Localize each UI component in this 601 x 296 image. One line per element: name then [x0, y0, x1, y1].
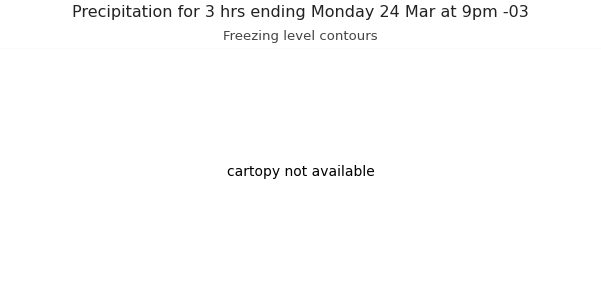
Text: Freezing level contours: Freezing level contours [223, 30, 378, 43]
Text: Precipitation for 3 hrs ending Monday 24 Mar at 9pm -03: Precipitation for 3 hrs ending Monday 24… [72, 5, 529, 20]
Text: cartopy not available: cartopy not available [227, 165, 374, 179]
